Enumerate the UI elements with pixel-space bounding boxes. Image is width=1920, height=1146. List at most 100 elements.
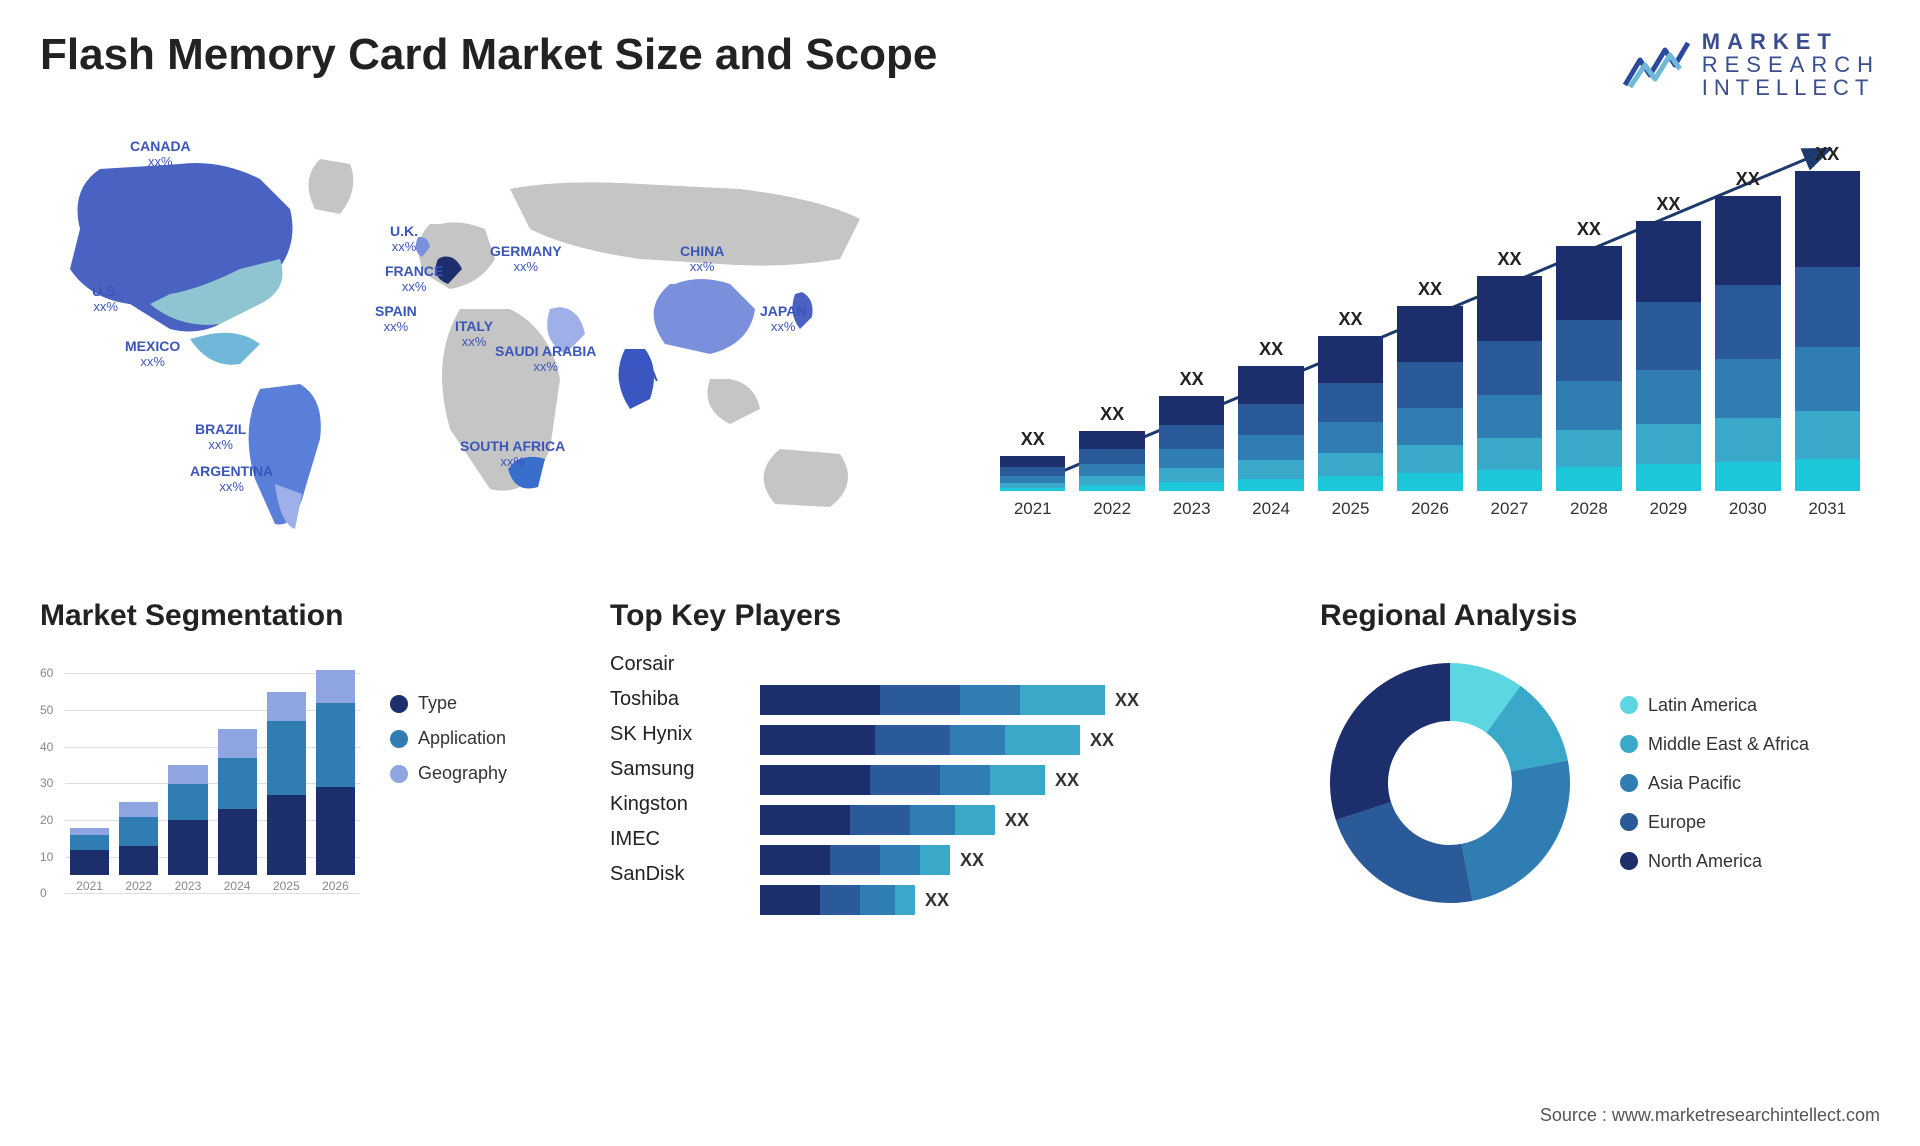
forecast-value: XX xyxy=(1656,194,1680,215)
map-label: FRANCExx% xyxy=(385,264,443,294)
map-label: CHINAxx% xyxy=(680,244,724,274)
seg-ytick: 20 xyxy=(40,813,53,827)
forecast-year: 2021 xyxy=(1014,499,1052,519)
segmentation-title: Market Segmentation xyxy=(40,599,580,633)
seg-bar-col: 2022 xyxy=(119,802,158,893)
forecast-value: XX xyxy=(1180,369,1204,390)
regional-legend: Latin America Middle East & Africa Asia Pa… xyxy=(1620,695,1809,872)
seg-bar-col: 2023 xyxy=(168,765,207,893)
forecast-chart: XX2021XX2022XX2023XX2024XX2025XX2026XX20… xyxy=(980,129,1880,549)
segmentation-panel: Market Segmentation 01020304050602021202… xyxy=(40,599,580,915)
seg-ytick: 30 xyxy=(40,776,53,790)
player-name: SanDisk xyxy=(610,863,740,886)
forecast-year: 2031 xyxy=(1808,499,1846,519)
forecast-year: 2026 xyxy=(1411,499,1449,519)
seg-ytick: 50 xyxy=(40,703,53,717)
forecast-value: XX xyxy=(1577,219,1601,240)
seg-ytick: 40 xyxy=(40,740,53,754)
player-name: Samsung xyxy=(610,758,740,781)
map-label: CANADAxx% xyxy=(130,139,191,169)
players-title: Top Key Players xyxy=(610,599,1290,633)
player-value: XX xyxy=(1115,690,1139,711)
seg-year: 2026 xyxy=(322,879,349,893)
map-label: SOUTH AFRICAxx% xyxy=(460,439,565,469)
forecast-value: XX xyxy=(1259,339,1283,360)
seg-year: 2024 xyxy=(224,879,251,893)
map-label: ARGENTINAxx% xyxy=(190,464,273,494)
seg-year: 2025 xyxy=(273,879,300,893)
seg-ytick: 10 xyxy=(40,850,53,864)
map-label: JAPANxx% xyxy=(760,304,806,334)
regional-title: Regional Analysis xyxy=(1320,599,1880,633)
map-label: GERMANYxx% xyxy=(490,244,562,274)
donut-segment xyxy=(1462,761,1570,901)
forecast-bar-col: XX2024 xyxy=(1238,339,1303,519)
donut-segment xyxy=(1336,802,1473,903)
map-label: U.K.xx% xyxy=(390,224,418,254)
regional-legend-item: Middle East & Africa xyxy=(1620,734,1809,755)
page-title: Flash Memory Card Market Size and Scope xyxy=(40,30,937,80)
logo: MARKET RESEARCH INTELLECT xyxy=(1620,30,1880,99)
segmentation-chart: 0102030405060202120222023202420252026 xyxy=(40,653,360,913)
map-label: ITALYxx% xyxy=(455,319,493,349)
player-bar-row: XX xyxy=(760,845,1290,875)
seg-year: 2021 xyxy=(76,879,103,893)
regional-legend-item: Europe xyxy=(1620,812,1809,833)
logo-line3: INTELLECT xyxy=(1702,76,1880,99)
seg-legend-item: Geography xyxy=(390,763,507,784)
forecast-value: XX xyxy=(1100,404,1124,425)
map-label: SAUDI ARABIAxx% xyxy=(495,344,596,374)
player-value: XX xyxy=(925,890,949,911)
forecast-value: XX xyxy=(1815,144,1839,165)
forecast-bar-col: XX2023 xyxy=(1159,369,1224,519)
player-value: XX xyxy=(1090,730,1114,751)
forecast-bar-col: XX 2031 xyxy=(1795,144,1860,519)
forecast-year: 2030 xyxy=(1729,499,1767,519)
seg-bar-col: 2024 xyxy=(218,729,257,894)
logo-icon xyxy=(1620,35,1690,95)
forecast-value: XX xyxy=(1497,249,1521,270)
player-name: IMEC xyxy=(610,828,740,851)
player-bar-row: XX xyxy=(760,725,1290,755)
segmentation-legend: Type Application Geography xyxy=(390,653,507,913)
regional-legend-item: North America xyxy=(1620,851,1809,872)
forecast-bar-col: XX 2029 xyxy=(1636,194,1701,519)
forecast-bar-col: XX 2028 xyxy=(1556,219,1621,519)
logo-line2: RESEARCH xyxy=(1702,53,1880,76)
regional-legend-item: Latin America xyxy=(1620,695,1809,716)
player-bar-row: XX xyxy=(760,765,1290,795)
player-bar-row: XX xyxy=(760,685,1290,715)
map-label: BRAZILxx% xyxy=(195,422,246,452)
map-label: SPAINxx% xyxy=(375,304,417,334)
forecast-value: XX xyxy=(1736,169,1760,190)
forecast-year: 2027 xyxy=(1491,499,1529,519)
seg-year: 2023 xyxy=(175,879,202,893)
forecast-bar-col: XX2022 xyxy=(1079,404,1144,519)
forecast-year: 2028 xyxy=(1570,499,1608,519)
regional-panel: Regional Analysis Latin America Middle Ea… xyxy=(1320,599,1880,915)
regional-legend-item: Asia Pacific xyxy=(1620,773,1809,794)
seg-legend-item: Type xyxy=(390,693,507,714)
forecast-bar-col: XX2026 xyxy=(1397,279,1462,519)
map-label: MEXICOxx% xyxy=(125,339,180,369)
map-label: INDIAxx% xyxy=(620,369,658,399)
player-value: XX xyxy=(1005,810,1029,831)
forecast-bar-col: XX2021 xyxy=(1000,429,1065,519)
player-bar-row: XX xyxy=(760,805,1290,835)
seg-year: 2022 xyxy=(125,879,152,893)
forecast-year: 2029 xyxy=(1649,499,1687,519)
seg-ytick: 0 xyxy=(40,886,47,900)
seg-legend-item: Application xyxy=(390,728,507,749)
seg-bar-col: 2025 xyxy=(267,692,306,893)
forecast-year: 2025 xyxy=(1332,499,1370,519)
source-footer: Source : www.marketresearchintellect.com xyxy=(1540,1105,1880,1126)
players-bars: XXXXXXXXXXXX xyxy=(760,653,1290,915)
seg-bar-col: 2021 xyxy=(70,828,109,894)
forecast-bar-col: XX 2025 xyxy=(1318,309,1383,519)
player-value: XX xyxy=(960,850,984,871)
forecast-value: XX xyxy=(1339,309,1363,330)
player-value: XX xyxy=(1055,770,1079,791)
player-name: SK Hynix xyxy=(610,723,740,746)
player-name: Kingston xyxy=(610,793,740,816)
forecast-bar-col: XX 2027 xyxy=(1477,249,1542,519)
